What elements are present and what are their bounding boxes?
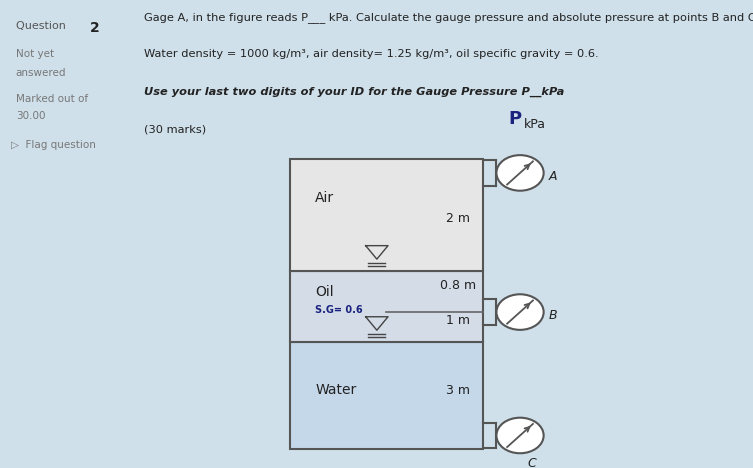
- Text: Water: Water: [315, 383, 356, 397]
- Text: Gage A, in the figure reads P___ kPa. Calculate the gauge pressure and absolute : Gage A, in the figure reads P___ kPa. Ca…: [144, 12, 753, 22]
- Text: Question: Question: [16, 21, 69, 31]
- Text: Use your last two digits of your ID for the Gauge Pressure P__kPa: Use your last two digits of your ID for …: [144, 87, 565, 97]
- Circle shape: [496, 155, 544, 191]
- Text: B: B: [549, 309, 557, 322]
- Text: 3 m: 3 m: [446, 384, 470, 397]
- Text: Oil: Oil: [315, 285, 334, 299]
- Text: Not yet: Not yet: [16, 49, 54, 59]
- Text: A: A: [549, 170, 557, 183]
- Circle shape: [496, 417, 544, 453]
- Text: C: C: [527, 457, 536, 468]
- Text: S.G= 0.6: S.G= 0.6: [315, 305, 363, 315]
- Text: (30 marks): (30 marks): [144, 124, 206, 134]
- Text: answered: answered: [16, 68, 66, 78]
- Text: Marked out of: Marked out of: [16, 94, 88, 103]
- Text: 2 m: 2 m: [446, 212, 470, 225]
- Text: ▷  Flag question: ▷ Flag question: [11, 140, 96, 150]
- Circle shape: [496, 294, 544, 330]
- Bar: [290, 271, 483, 342]
- Text: 30.00: 30.00: [16, 111, 45, 121]
- Text: 2: 2: [90, 21, 99, 35]
- Text: 1 m: 1 m: [446, 314, 470, 327]
- Bar: [290, 342, 483, 449]
- Text: Air: Air: [315, 191, 334, 205]
- Text: P: P: [508, 110, 521, 128]
- Text: 0.8 m: 0.8 m: [440, 278, 476, 292]
- Text: kPa: kPa: [523, 117, 546, 131]
- Bar: [290, 159, 483, 271]
- Text: Water density = 1000 kg/m³, air density= 1.25 kg/m³, oil specific gravity = 0.6.: Water density = 1000 kg/m³, air density=…: [144, 49, 599, 59]
